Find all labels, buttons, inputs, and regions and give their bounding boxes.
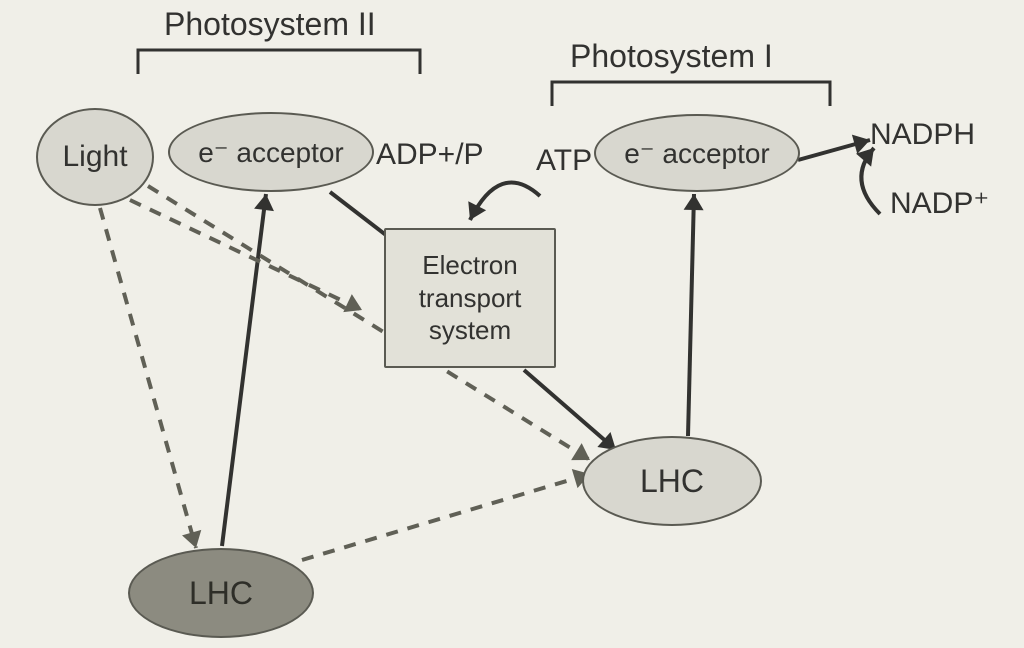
label-adp: ADP+/P (376, 138, 484, 172)
label-nadp: NADP⁺ (890, 186, 989, 221)
node-lhc1: LHC (128, 548, 314, 638)
label-nadph: NADPH (870, 118, 975, 152)
label-ps1: Photosystem I (570, 38, 773, 75)
node-light: Light (36, 108, 154, 206)
node-ets: Electron transport system (384, 228, 556, 368)
node-lhc2: LHC (582, 436, 762, 526)
label-ps2: Photosystem II (164, 6, 376, 43)
label-atp: ATP (536, 144, 592, 178)
node-eacc2: e⁻ acceptor (594, 114, 800, 192)
node-eacc1: e⁻ acceptor (168, 112, 374, 192)
